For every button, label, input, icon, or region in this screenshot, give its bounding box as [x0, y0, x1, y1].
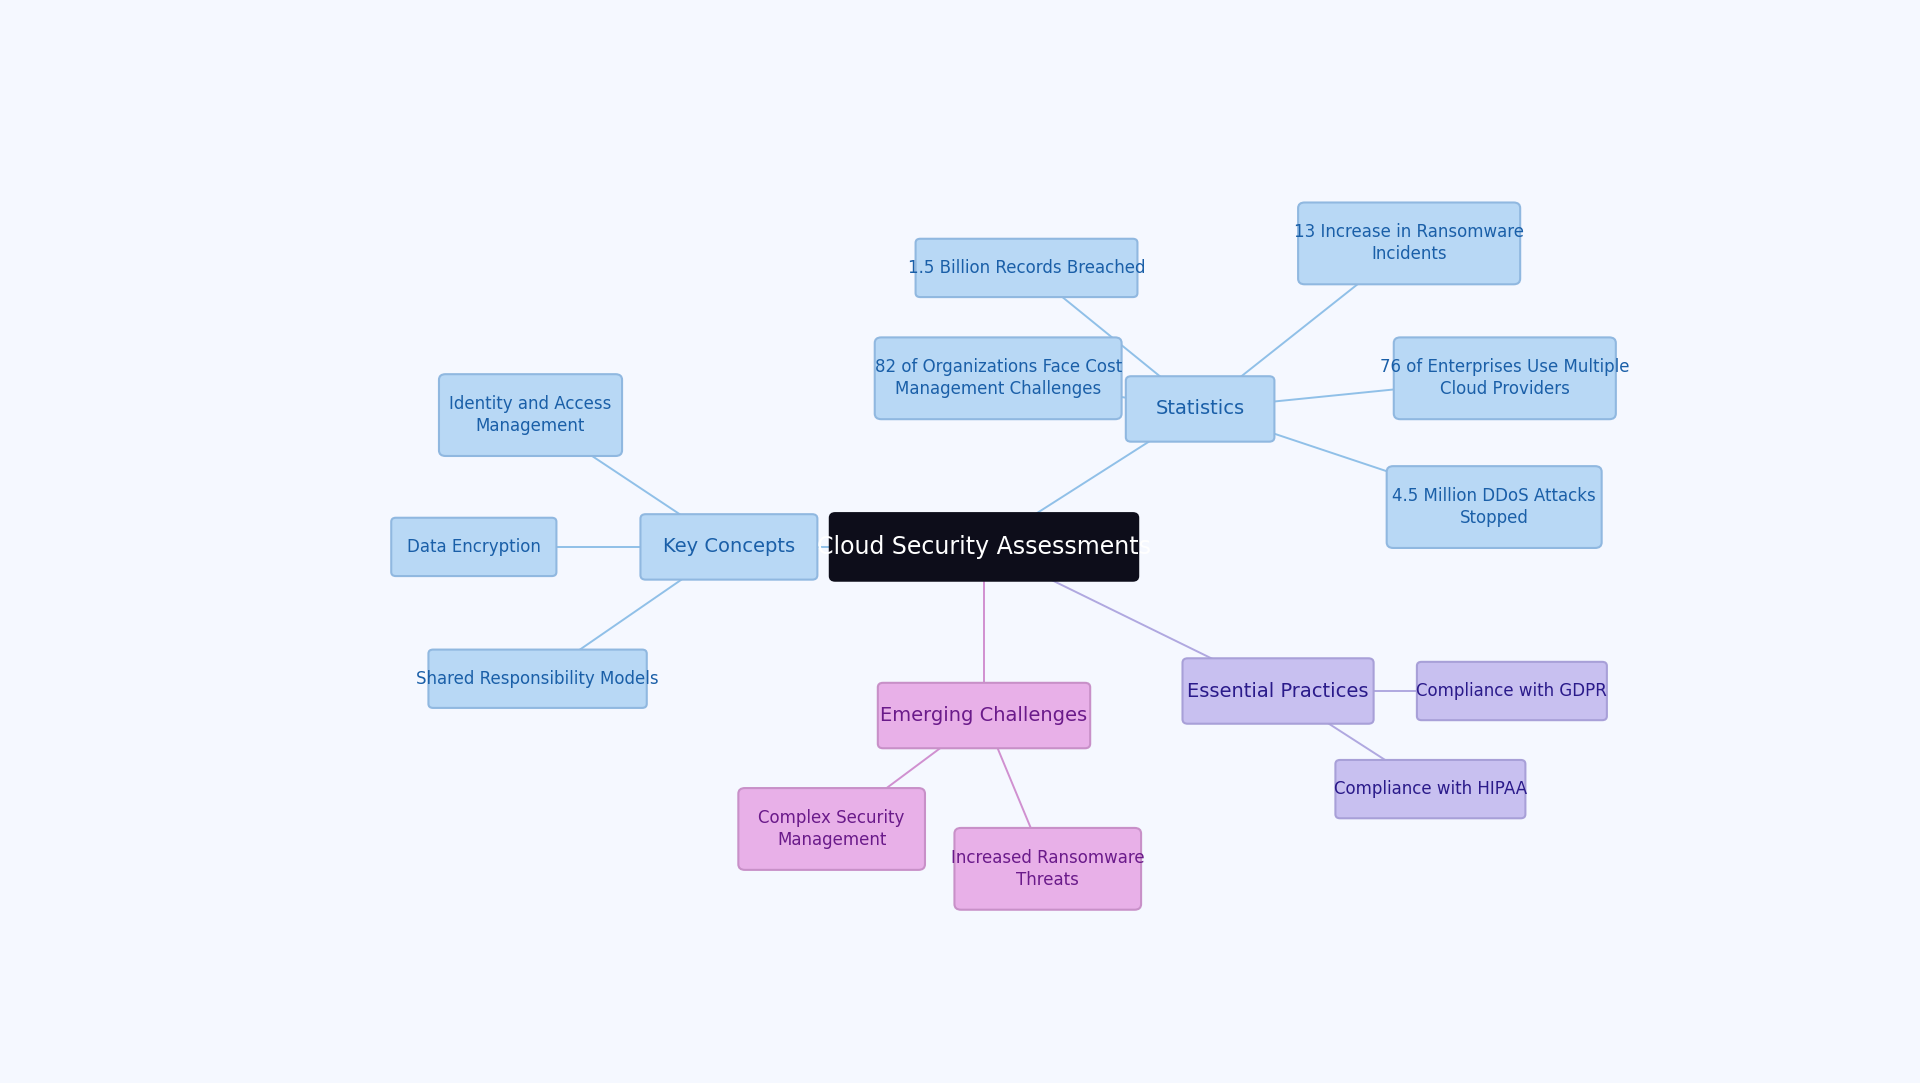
FancyBboxPatch shape: [1394, 338, 1617, 419]
FancyBboxPatch shape: [877, 682, 1091, 748]
FancyBboxPatch shape: [392, 518, 557, 576]
FancyBboxPatch shape: [1183, 658, 1373, 723]
FancyBboxPatch shape: [1125, 376, 1275, 442]
FancyBboxPatch shape: [916, 238, 1137, 297]
FancyBboxPatch shape: [1336, 760, 1524, 819]
Text: 13 Increase in Ransomware
Incidents: 13 Increase in Ransomware Incidents: [1294, 223, 1524, 263]
FancyBboxPatch shape: [1298, 203, 1521, 285]
FancyBboxPatch shape: [954, 827, 1140, 910]
Text: Complex Security
Management: Complex Security Management: [758, 809, 904, 849]
Text: Cloud Security Assessments: Cloud Security Assessments: [818, 535, 1150, 559]
Text: 76 of Enterprises Use Multiple
Cloud Providers: 76 of Enterprises Use Multiple Cloud Pro…: [1380, 358, 1630, 399]
Text: Emerging Challenges: Emerging Challenges: [881, 706, 1087, 725]
Text: Essential Practices: Essential Practices: [1187, 681, 1369, 701]
Text: Identity and Access
Management: Identity and Access Management: [449, 395, 612, 435]
Text: Data Encryption: Data Encryption: [407, 538, 541, 556]
FancyBboxPatch shape: [739, 788, 925, 870]
FancyBboxPatch shape: [1417, 662, 1607, 720]
Text: Statistics: Statistics: [1156, 400, 1244, 418]
FancyBboxPatch shape: [440, 375, 622, 456]
Text: Compliance with HIPAA: Compliance with HIPAA: [1334, 780, 1526, 798]
FancyBboxPatch shape: [876, 338, 1121, 419]
Text: Compliance with GDPR: Compliance with GDPR: [1417, 682, 1607, 700]
FancyBboxPatch shape: [829, 513, 1139, 580]
Text: 4.5 Million DDoS Attacks
Stopped: 4.5 Million DDoS Attacks Stopped: [1392, 487, 1596, 527]
Text: Shared Responsibility Models: Shared Responsibility Models: [417, 669, 659, 688]
FancyBboxPatch shape: [641, 514, 818, 579]
Text: 1.5 Billion Records Breached: 1.5 Billion Records Breached: [908, 259, 1144, 277]
Text: 82 of Organizations Face Cost
Management Challenges: 82 of Organizations Face Cost Management…: [874, 358, 1121, 399]
Text: Key Concepts: Key Concepts: [662, 537, 795, 557]
FancyBboxPatch shape: [428, 650, 647, 708]
Text: Increased Ransomware
Threats: Increased Ransomware Threats: [950, 849, 1144, 889]
FancyBboxPatch shape: [1386, 466, 1601, 548]
